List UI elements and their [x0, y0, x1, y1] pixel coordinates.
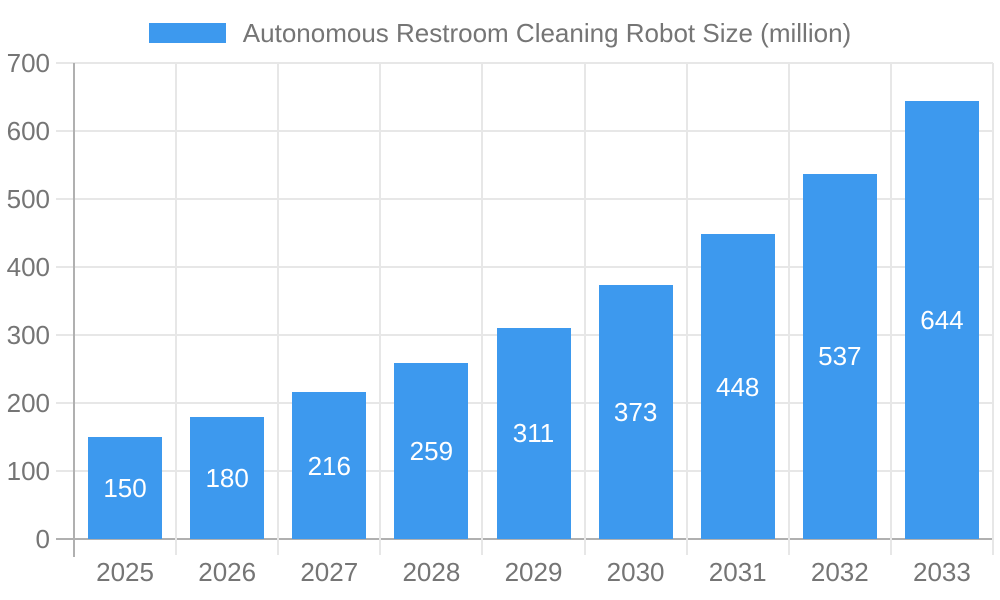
gridline-vertical [583, 63, 586, 555]
y-tick-label: 300 [6, 320, 50, 350]
x-tick-label: 2029 [504, 557, 563, 587]
bar-2028[interactable] [394, 362, 469, 539]
x-tick-label: 2026 [198, 557, 257, 587]
x-tick-label: 2030 [606, 557, 665, 587]
legend-swatch [148, 23, 226, 43]
gridline-horizontal [56, 62, 993, 64]
y-tick-label: 200 [6, 388, 50, 418]
bar-2030[interactable] [598, 285, 673, 539]
gridline-horizontal [56, 266, 993, 268]
x-tick-label: 2032 [810, 557, 869, 587]
gridline-horizontal [56, 130, 993, 132]
gridline-vertical [992, 63, 994, 555]
y-tick-label: 100 [6, 456, 50, 486]
gridline-vertical [685, 63, 688, 555]
y-tick-label: 700 [6, 48, 50, 78]
x-axis-line [56, 538, 993, 540]
x-tick-label: 2025 [96, 557, 154, 587]
gridline-vertical [889, 63, 892, 555]
bar-2032[interactable] [802, 173, 877, 539]
bar-2031[interactable] [700, 234, 775, 539]
y-axis-line [73, 63, 75, 557]
gridline-vertical [175, 63, 178, 555]
bar-2026[interactable] [190, 416, 265, 539]
gridline-vertical [379, 63, 382, 555]
legend-label: Autonomous Restroom Cleaning Robot Size … [242, 18, 852, 48]
y-tick-label: 600 [6, 116, 50, 146]
bar-2029[interactable] [496, 327, 571, 539]
y-tick-label: 500 [6, 184, 50, 214]
gridline-horizontal [56, 198, 993, 200]
y-tick-label: 400 [6, 252, 50, 282]
x-tick-label: 2033 [913, 557, 971, 587]
x-tick-label: 2027 [300, 557, 359, 587]
x-tick-label: 2031 [708, 557, 767, 587]
gridline-vertical [277, 63, 280, 555]
bar-2027[interactable] [292, 392, 367, 539]
x-tick-label: 2028 [402, 557, 461, 587]
legend[interactable]: Autonomous Restroom Cleaning Robot Size … [0, 17, 1000, 49]
gridline-vertical [481, 63, 484, 555]
gridline-vertical [787, 63, 790, 555]
y-tick-label: 0 [35, 524, 50, 554]
bar-2025[interactable] [88, 437, 163, 539]
bar-2033[interactable] [904, 101, 979, 539]
